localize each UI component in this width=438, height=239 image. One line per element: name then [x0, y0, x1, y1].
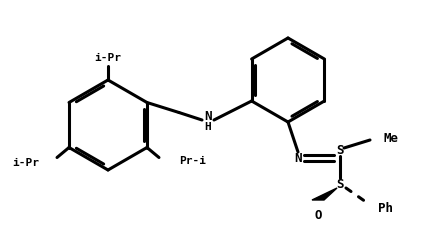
Text: S: S: [336, 143, 343, 157]
Text: Me: Me: [383, 131, 398, 145]
Text: S: S: [336, 178, 343, 190]
Text: Ph: Ph: [377, 201, 392, 214]
Text: i-Pr: i-Pr: [12, 158, 39, 168]
Text: H: H: [204, 122, 211, 132]
Polygon shape: [311, 188, 336, 200]
Text: O: O: [314, 210, 321, 223]
Text: N: N: [293, 152, 301, 164]
Text: N: N: [204, 109, 211, 123]
Text: Pr-i: Pr-i: [179, 157, 205, 167]
Text: i-Pr: i-Pr: [94, 53, 121, 63]
